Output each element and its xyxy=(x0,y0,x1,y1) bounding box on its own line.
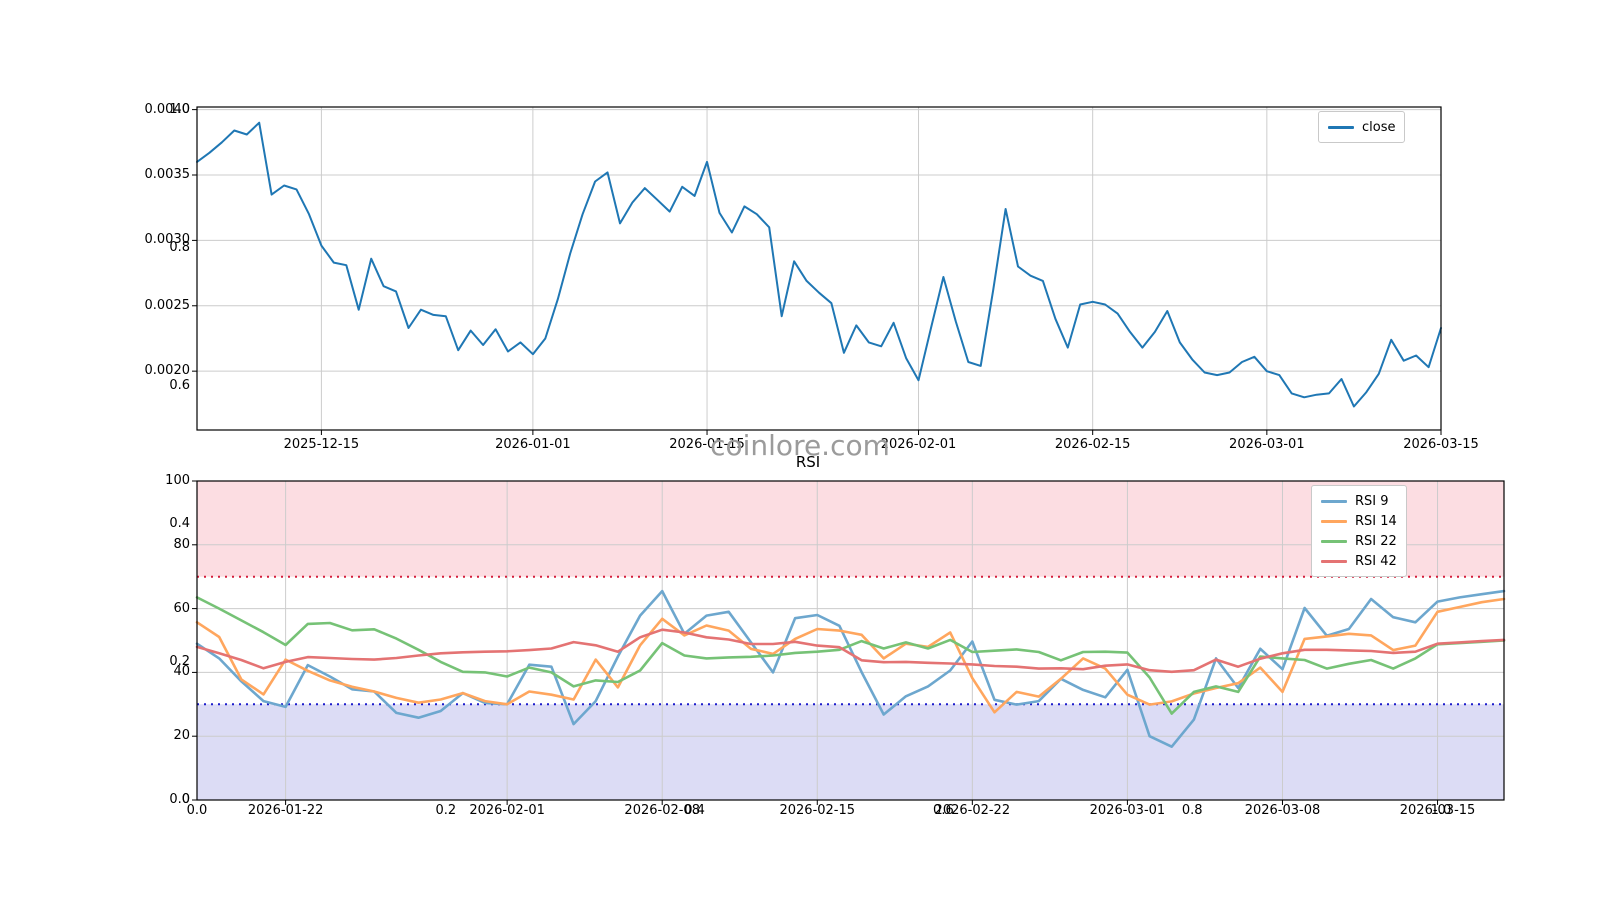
legend-label: RSI 22 xyxy=(1355,533,1397,549)
price-legend: close xyxy=(1318,111,1406,143)
hidden-axis-ytick-label: 0.0 xyxy=(169,792,190,807)
hidden-axis-ytick-label: 0.6 xyxy=(169,378,190,393)
legend-line-sample-icon xyxy=(1321,559,1347,563)
legend-entry: RSI 22 xyxy=(1321,531,1397,551)
price-ytick-label: 0.0035 xyxy=(144,167,191,182)
rsi-xtick-label: 2026-02-22 xyxy=(934,803,1011,818)
hidden-axis-ytick-label: 0.8 xyxy=(169,240,190,255)
legend-line-sample-icon xyxy=(1321,499,1347,503)
price-xtick-label: 2026-03-01 xyxy=(1229,437,1305,452)
legend-label: close xyxy=(1362,119,1396,135)
rsi-xtick-label: 2026-03-08 xyxy=(1244,803,1321,818)
rsi-xtick-label: 2026-02-15 xyxy=(779,803,856,818)
watermark: coinlore.com xyxy=(710,429,890,462)
legend-entry: close xyxy=(1328,117,1395,137)
legend-label: RSI 14 xyxy=(1355,513,1397,529)
price-xtick-label: 2025-12-15 xyxy=(283,437,360,452)
legend-entry: RSI 14 xyxy=(1321,511,1397,531)
rsi-xtick-label: 2026-02-08 xyxy=(624,803,700,818)
legend-label: RSI 9 xyxy=(1355,493,1389,509)
price-xtick-label: 2026-01-01 xyxy=(495,437,571,452)
price-ytick-label: 0.0040 xyxy=(144,101,191,117)
rsi-xtick-label: 2026-03-15 xyxy=(1399,803,1476,818)
hidden-axis-ytick-label: 1.0 xyxy=(169,102,190,117)
hidden-axis-xtick-label: 1.0 xyxy=(1430,803,1452,818)
rsi-ytick-label: 80 xyxy=(173,536,190,552)
price-ytick-label: 0.0025 xyxy=(144,297,191,313)
rsi-panel-title: RSI xyxy=(795,453,821,471)
price-ytick-label: 0.0030 xyxy=(144,232,191,248)
rsi-ytick-label: 40 xyxy=(173,664,190,680)
hidden-axis-xtick-label: 0.8 xyxy=(1181,803,1203,818)
legend-line-sample-icon xyxy=(1328,125,1354,129)
hidden-axis-xtick-label: 0.2 xyxy=(435,803,457,818)
hidden-axis-xtick-label: 0.4 xyxy=(684,803,705,818)
price-xtick-label: 2026-03-15 xyxy=(1403,437,1479,452)
hidden-axis-xtick-label: 0.0 xyxy=(186,803,208,818)
rsi-xtick-label: 2026-02-01 xyxy=(469,803,545,818)
price-xtick-label: 2026-01-15 xyxy=(669,437,745,452)
legend-label: RSI 42 xyxy=(1355,553,1397,569)
price-xtick-label: 2026-02-15 xyxy=(1054,437,1131,452)
rsi-legend: RSI 9 RSI 14 RSI 22 RSI 42 xyxy=(1311,485,1407,577)
hidden-axis-ytick-label: 0.4 xyxy=(169,516,190,531)
rsi-xtick-label: 2026-01-22 xyxy=(247,803,324,818)
price-ytick-label: 0.0020 xyxy=(144,363,191,379)
price-xtick-label: 2026-02-01 xyxy=(880,437,957,452)
rsi-ytick-label: 0 xyxy=(181,792,190,807)
legend-entry: RSI 9 xyxy=(1321,491,1397,511)
legend-line-sample-icon xyxy=(1321,539,1347,543)
hidden-axis-ytick-label: 0.2 xyxy=(169,654,190,669)
rsi-ytick-label: 60 xyxy=(173,600,190,616)
legend-line-sample-icon xyxy=(1321,519,1347,523)
rsi-xtick-label: 2026-03-01 xyxy=(1089,803,1166,818)
rsi-ytick-label: 100 xyxy=(165,473,190,488)
hidden-axis-xtick-label: 0.6 xyxy=(933,803,954,818)
legend-entry: RSI 42 xyxy=(1321,551,1397,571)
rsi-ytick-label: 20 xyxy=(173,728,190,744)
